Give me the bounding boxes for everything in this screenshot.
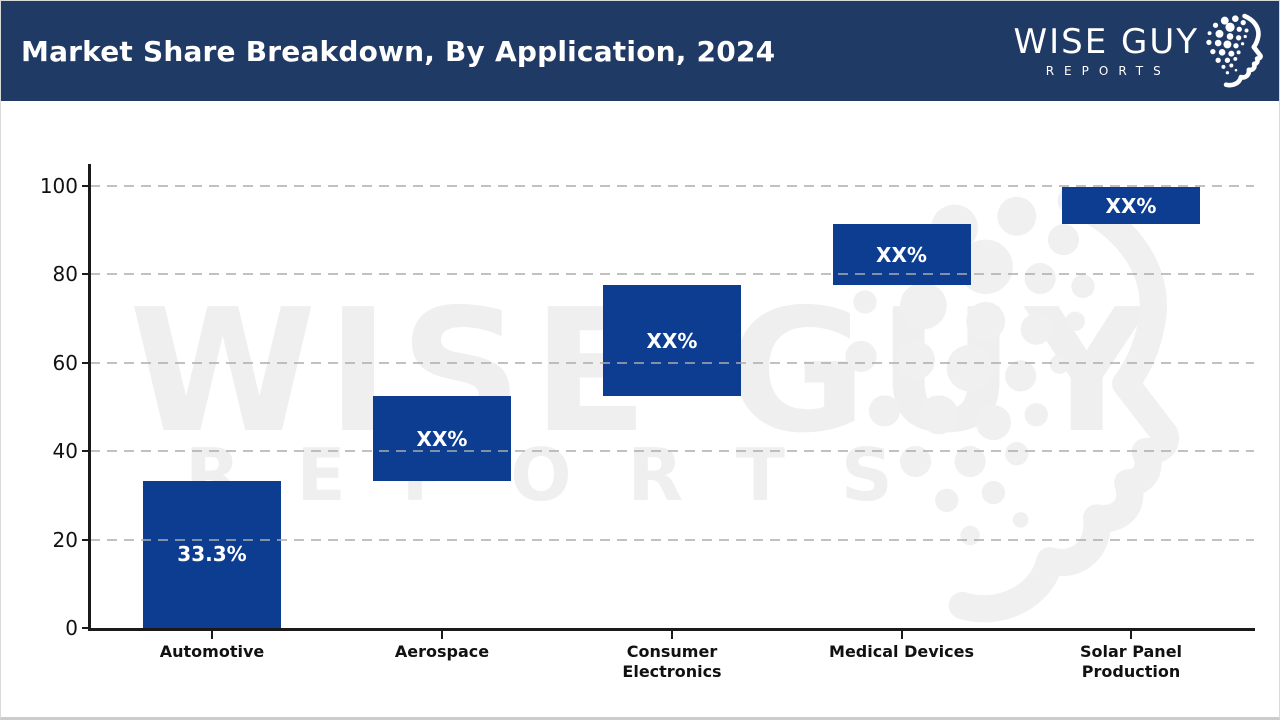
bar-solar-panel-production: [1062, 186, 1200, 225]
y-tick-label: 0: [65, 616, 78, 640]
x-tick-mark: [671, 630, 673, 639]
wiseguy-logo-text: WISE GUY REPORTS: [1013, 25, 1199, 77]
bar-value-label: XX%: [1105, 193, 1157, 218]
x-tick-mark: [211, 630, 213, 639]
bar-consumer-electronics: [603, 285, 741, 397]
y-tick-label: 20: [52, 527, 78, 552]
y-tick-label: 40: [52, 439, 78, 464]
report-header: Market Share Breakdown, By Application, …: [1, 1, 1279, 101]
gridline-40: [90, 450, 1254, 453]
x-category-label: Solar Panel Production: [1079, 642, 1183, 681]
logo-primary-text: WISE GUY: [1013, 22, 1199, 62]
y-tick-mark: [82, 361, 89, 364]
x-tick-mark: [900, 630, 903, 639]
page-title: Market Share Breakdown, By Application, …: [21, 34, 776, 68]
y-tick-label: 60: [52, 350, 78, 375]
gridline-100: [90, 185, 1254, 187]
bar-value-label: XX%: [876, 242, 927, 267]
y-tick-mark: [82, 273, 89, 276]
x-category-label: Medical Devices: [829, 642, 974, 661]
bar-automotive: [143, 480, 281, 628]
gridline-20: [90, 538, 1254, 541]
bar-value-label: XX%: [416, 426, 468, 451]
y-tick-label: 80: [52, 262, 78, 287]
gridline-60: [90, 361, 1254, 364]
y-tick-mark: [82, 450, 89, 453]
x-category-label: Automotive: [159, 642, 265, 661]
gridline-80: [90, 273, 1254, 276]
x-tick-mark: [441, 630, 443, 639]
x-axis-line: [88, 628, 1255, 631]
y-tick-mark: [82, 627, 89, 629]
wiseguy-face-icon: [1201, 12, 1267, 90]
x-category-label: Consumer Electronics: [622, 642, 722, 681]
bar-value-label: XX%: [646, 328, 698, 353]
wiseguy-logo: WISE GUY REPORTS: [1013, 12, 1267, 90]
y-tick-mark: [82, 538, 89, 541]
bar-value-label: 33.3%: [177, 542, 247, 567]
x-category-label: Aerospace: [394, 642, 490, 661]
y-axis-line: [88, 164, 91, 630]
y-tick-label: 100: [39, 174, 78, 198]
bar-aerospace: [373, 396, 511, 481]
watermark-text-secondary: REPORTS: [185, 433, 949, 517]
y-tick-mark: [82, 185, 89, 187]
x-tick-mark: [1130, 630, 1132, 639]
logo-secondary-text: REPORTS: [1045, 64, 1171, 78]
